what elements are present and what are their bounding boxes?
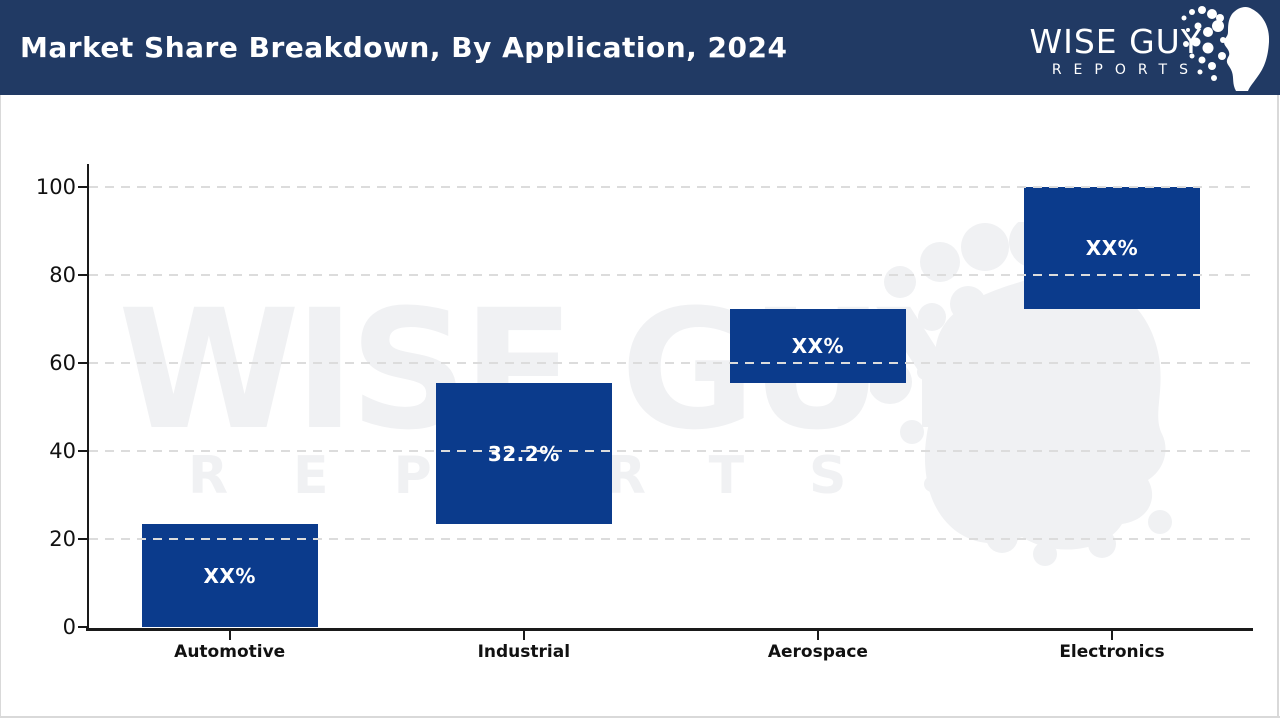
x-tick-mark-aerospace xyxy=(816,631,819,640)
gridline-60 xyxy=(89,362,1253,364)
category-label-industrial: Industrial xyxy=(477,642,571,662)
y-axis-spine xyxy=(87,164,89,631)
left-border-line xyxy=(0,95,1,718)
y-tick-mark-20 xyxy=(78,538,87,540)
bar-electronics xyxy=(1024,187,1200,310)
x-axis-spine xyxy=(86,628,1253,631)
bar-automotive xyxy=(141,524,318,627)
logo-head-dots-icon xyxy=(1181,6,1270,92)
y-tick-label-40: 40 xyxy=(49,439,76,463)
wise-guy-reports-logo: WISE GUY REPORTS xyxy=(1022,0,1272,95)
header-bar: Market Share Breakdown, By Application, … xyxy=(0,0,1280,95)
logo-wordmark: WISE GUY xyxy=(1029,22,1202,61)
x-tick-mark-electronics xyxy=(1111,631,1113,640)
y-tick-mark-40 xyxy=(78,450,87,452)
y-tick-label-80: 80 xyxy=(49,263,76,287)
bar-value-label-aerospace: XX% xyxy=(791,334,845,359)
y-tick-label-60: 60 xyxy=(49,351,76,375)
y-tick-mark-80 xyxy=(78,274,87,276)
y-tick-label-100: 100 xyxy=(35,175,76,199)
category-label-electronics: Electronics xyxy=(1059,642,1165,662)
category-label-automotive: Automotive xyxy=(174,642,286,662)
y-tick-mark-0 xyxy=(78,626,87,628)
bar-industrial xyxy=(435,382,612,525)
chart-title: Market Share Breakdown, By Application, … xyxy=(20,31,788,64)
gridline-40 xyxy=(89,450,1253,452)
logo-reports-text: REPORTS xyxy=(1051,62,1200,78)
bar-value-label-automotive: XX% xyxy=(203,563,256,588)
bottom-border-line xyxy=(0,716,1280,718)
x-tick-mark-industrial xyxy=(522,631,525,640)
gridline-20 xyxy=(89,538,1253,540)
bar-value-label-industrial: 32.2% xyxy=(487,441,560,466)
gridline-80 xyxy=(89,274,1253,276)
bar-aerospace xyxy=(729,309,906,383)
x-tick-mark-automotive xyxy=(228,631,231,640)
y-tick-mark-60 xyxy=(78,362,87,364)
y-tick-label-20: 20 xyxy=(49,527,76,551)
category-label-aerospace: Aerospace xyxy=(767,642,868,662)
right-border-line xyxy=(1277,95,1279,718)
bar-value-label-electronics: XX% xyxy=(1085,236,1139,261)
y-tick-mark-100 xyxy=(78,186,87,188)
gridline-100 xyxy=(89,186,1253,188)
y-tick-label-0: 0 xyxy=(62,615,76,639)
